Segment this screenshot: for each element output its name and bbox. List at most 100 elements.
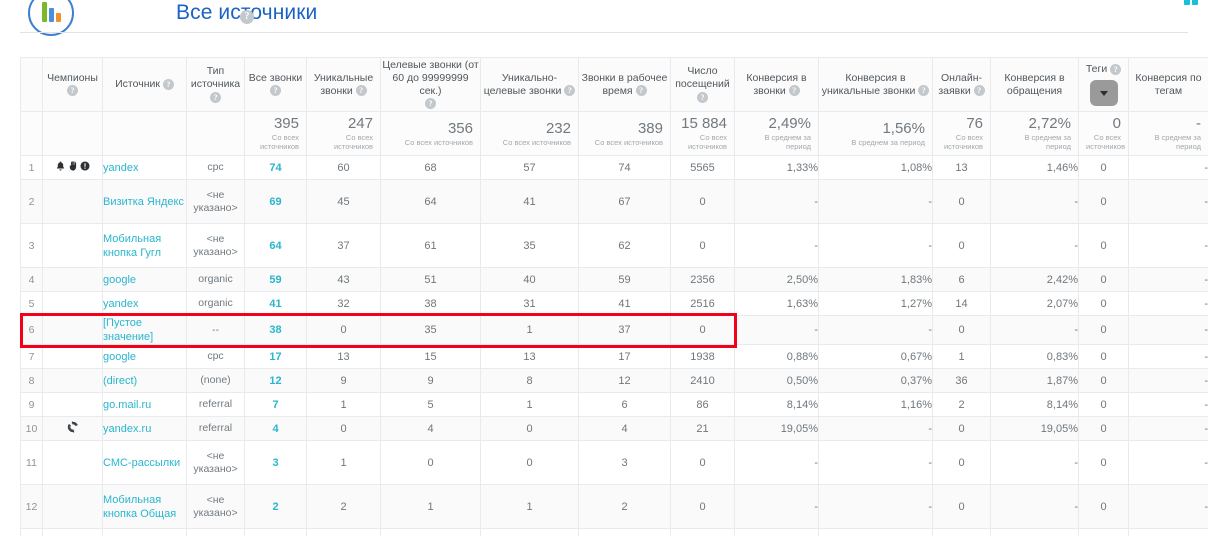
exclamation-icon[interactable] xyxy=(79,161,90,174)
source-link[interactable]: yandex.ru xyxy=(103,422,152,435)
help-icon[interactable]: ? xyxy=(788,85,800,97)
source-link[interactable]: google xyxy=(103,350,137,363)
source-link[interactable]: Мобильная кнопка Общая xyxy=(103,493,177,520)
help-icon[interactable]: ? xyxy=(697,91,708,103)
col-header-source-type[interactable]: Тип источника ? xyxy=(186,57,245,112)
source-link[interactable]: (direct) xyxy=(103,374,138,387)
col-header-all-calls[interactable]: Все звонки ? xyxy=(244,57,307,112)
col-header-tags[interactable]: Теги ? xyxy=(1078,57,1129,112)
table-row[interactable]: 5 yandex organic 41 32 38 31 41 2516 1,63% 1,27% 14… xyxy=(20,291,1208,316)
table-row[interactable]: 10 yandex.ru referral 4 0 4 0 4 21 19,05% -0 19,05%… xyxy=(20,416,1208,441)
source-link[interactable]: google xyxy=(103,273,137,286)
refresh-icon[interactable] xyxy=(67,421,79,436)
row-champions[interactable] xyxy=(42,223,103,268)
help-icon[interactable]: ? xyxy=(67,85,78,97)
col-header-conv-tags[interactable]: Конверсия по тегам xyxy=(1128,57,1208,112)
col-header-online-requests[interactable]: Онлайн-заявки ? xyxy=(932,57,991,112)
row-source[interactable]: СМС-рассылки xyxy=(102,440,187,485)
row-source[interactable]: (direct) xyxy=(102,368,187,393)
col-header-source[interactable]: Источник ? xyxy=(102,57,187,112)
row-all-calls[interactable]: 64 xyxy=(244,223,307,268)
col-header-champions[interactable]: Чемпионы ? xyxy=(42,57,103,112)
help-icon[interactable]: ? xyxy=(635,85,647,97)
table-row[interactable]: 8 (direct) (none) 12 9 9 8 12 2410 0,50% 0,37% 36 1,… xyxy=(20,368,1208,393)
col-header-unique-target-calls[interactable]: Уникально-целевые звонки ? xyxy=(480,57,579,112)
help-icon[interactable]: ? xyxy=(564,85,576,97)
row-all-calls[interactable]: 3 xyxy=(244,440,307,485)
row-source[interactable]: Мобильная кнопка Общая xyxy=(102,484,187,529)
table-row[interactable]: 6 [Пустое значение] -- 38 0 35 1 37 0- -0-0- xyxy=(20,315,1208,345)
row-champions[interactable] xyxy=(42,484,103,529)
row-all-calls[interactable]: 12 xyxy=(244,368,307,393)
col-header-conv-unique-calls[interactable]: Конверсия в уникальные звонки ? xyxy=(818,57,933,112)
source-link[interactable]: [Пустое значение] xyxy=(103,317,154,343)
source-link[interactable]: Визитка Яндекс xyxy=(103,195,184,208)
source-link[interactable]: Мобильная кнопка Гугл xyxy=(103,232,162,259)
source-link[interactable]: СМС-рассылки xyxy=(103,456,181,469)
help-icon[interactable]: ? xyxy=(973,85,985,97)
help-icon[interactable]: ? xyxy=(425,98,436,110)
tags-dropdown-button[interactable] xyxy=(1089,80,1118,106)
row-source[interactable]: [Пустое значение] xyxy=(102,315,187,345)
row-champions[interactable] xyxy=(42,440,103,485)
help-icon[interactable]: ? xyxy=(355,85,367,97)
row-source[interactable]: Визитка Гугл xyxy=(102,528,187,536)
row-champions[interactable] xyxy=(42,416,103,441)
row-champions[interactable] xyxy=(42,291,103,316)
row-all-calls[interactable]: 2 xyxy=(244,528,307,536)
page-title-help-icon[interactable]: ? xyxy=(240,10,254,24)
col-header-visits[interactable]: Число посещений ? xyxy=(670,57,735,112)
row-source[interactable]: yandex xyxy=(102,291,187,316)
row-champions[interactable] xyxy=(42,315,103,345)
row-source[interactable]: go.mail.ru xyxy=(102,392,187,417)
table-row[interactable]: 1 yandex cpc 74 60 68 57 74 5565 1,33% 1,08% 13 1,46… xyxy=(20,155,1208,180)
row-all-calls[interactable]: 4 xyxy=(244,416,307,441)
row-source[interactable]: Визитка Яндекс xyxy=(102,179,187,224)
row-champions[interactable] xyxy=(42,155,103,180)
row-champions[interactable] xyxy=(42,179,103,224)
table-row[interactable]: 11 СМС-рассылки <не указано> 3 1 0 0 3 0- -0-0- xyxy=(20,440,1208,485)
row-all-calls[interactable]: 17 xyxy=(244,344,307,369)
bell-icon[interactable] xyxy=(56,161,65,174)
row-source[interactable]: Мобильная кнопка Гугл xyxy=(102,223,187,268)
help-icon[interactable]: ? xyxy=(918,85,930,97)
row-all-calls[interactable]: 7 xyxy=(244,392,307,417)
app-icon[interactable] xyxy=(1184,0,1200,8)
row-champions[interactable] xyxy=(42,528,103,536)
row-source[interactable]: google xyxy=(102,344,187,369)
col-header-conv-calls[interactable]: Конверсия в звонки ? xyxy=(734,57,819,112)
source-link[interactable]: yandex xyxy=(103,161,139,174)
table-row[interactable]: 13Визитка Гугл<не указано>222220--0-0- xyxy=(20,528,1208,536)
row-champions[interactable] xyxy=(42,344,103,369)
help-icon[interactable]: ? xyxy=(162,78,174,90)
help-icon[interactable]: ? xyxy=(1110,63,1122,75)
hand-icon[interactable] xyxy=(68,161,77,174)
col-header-target-calls[interactable]: Целевые звонки (от 60 до 99999999 сек.) … xyxy=(380,57,481,112)
source-link[interactable]: go.mail.ru xyxy=(103,398,152,411)
table-row[interactable]: 4 google organic 59 43 51 40 59 2356 2,50% 1,83% 6 2… xyxy=(20,267,1208,292)
table-row[interactable]: 9 go.mail.ru referral 7 1 5 1 6 86 8,14% 1,16% 2 8,1… xyxy=(20,392,1208,417)
row-all-calls[interactable]: 41 xyxy=(244,291,307,316)
row-champions[interactable] xyxy=(42,392,103,417)
row-champions[interactable] xyxy=(42,267,103,292)
row-all-calls[interactable]: 69 xyxy=(244,179,307,224)
row-source[interactable]: google xyxy=(102,267,187,292)
row-source[interactable]: yandex xyxy=(102,155,187,180)
source-link[interactable]: yandex xyxy=(103,297,139,310)
table-row[interactable]: 2 Визитка Яндекс <не указано> 69 45 64 41 67 0- -… xyxy=(20,179,1208,224)
report-table-container[interactable]: Чемпионы ? Источник ? Тип источника ? Вс… xyxy=(20,57,1208,536)
row-all-calls[interactable]: 2 xyxy=(244,484,307,529)
row-all-calls[interactable]: 74 xyxy=(244,155,307,180)
table-row[interactable]: 3 Мобильная кнопка Гугл <не указано> 64 37 61… xyxy=(20,223,1208,268)
help-icon[interactable]: ? xyxy=(270,85,281,97)
row-champions[interactable] xyxy=(42,368,103,393)
help-icon[interactable]: ? xyxy=(210,91,221,103)
table-row[interactable]: 7 google cpc 17 13 15 13 17 1938 0,88% 0,67% 1 0,83%… xyxy=(20,344,1208,369)
row-source[interactable]: yandex.ru xyxy=(102,416,187,441)
col-header-unique-calls[interactable]: Уникальные звонки ? xyxy=(306,57,381,112)
table-row[interactable]: 12 Мобильная кнопка Общая <не указано> 2 2 1 1… xyxy=(20,484,1208,529)
row-all-calls[interactable]: 59 xyxy=(244,267,307,292)
col-header-work-time-calls[interactable]: Звонки в рабочее время ? xyxy=(578,57,671,112)
row-all-calls[interactable]: 38 xyxy=(244,315,307,345)
col-header-conv-requests[interactable]: Конверсия в обращения xyxy=(990,57,1079,112)
